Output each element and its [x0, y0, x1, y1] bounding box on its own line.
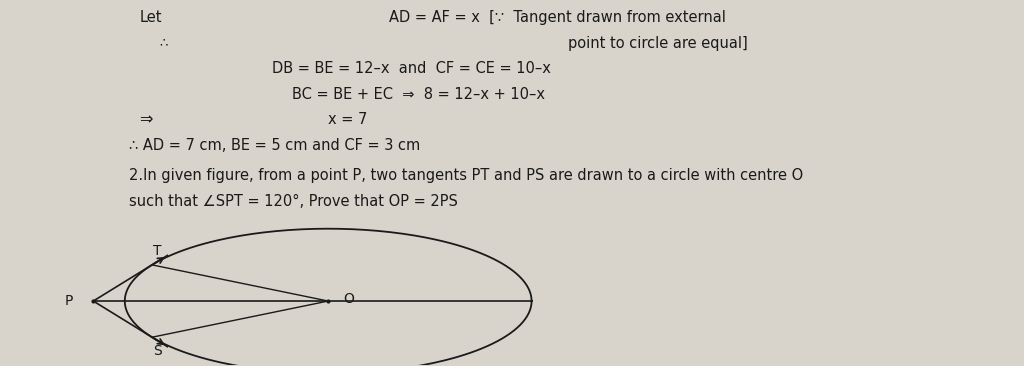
Text: DB = BE = 12–x  and  CF = CE = 10–x: DB = BE = 12–x and CF = CE = 10–x: [272, 61, 551, 76]
Text: T: T: [153, 244, 162, 258]
Text: ∴ AD = 7 cm, BE = 5 cm and CF = 3 cm: ∴ AD = 7 cm, BE = 5 cm and CF = 3 cm: [129, 138, 420, 153]
Text: point to circle are equal]: point to circle are equal]: [568, 36, 748, 51]
Text: 2.In given figure, from a point P, two tangents PT and PS are drawn to a circle : 2.In given figure, from a point P, two t…: [129, 168, 803, 183]
Text: ∴: ∴: [160, 36, 168, 49]
Text: P: P: [65, 294, 73, 308]
Text: ⇒: ⇒: [139, 112, 153, 127]
Text: Let: Let: [139, 11, 162, 26]
Text: AD = AF = x  [∵  Tangent drawn from external: AD = AF = x [∵ Tangent drawn from extern…: [389, 11, 726, 26]
Text: x = 7: x = 7: [328, 112, 368, 127]
Text: O: O: [343, 292, 354, 306]
Text: BC = BE + EC  ⇒  8 = 12–x + 10–x: BC = BE + EC ⇒ 8 = 12–x + 10–x: [293, 87, 546, 102]
Text: S: S: [153, 344, 162, 358]
Text: such that ∠SPT = 120°, Prove that OP = 2PS: such that ∠SPT = 120°, Prove that OP = 2…: [129, 194, 458, 209]
